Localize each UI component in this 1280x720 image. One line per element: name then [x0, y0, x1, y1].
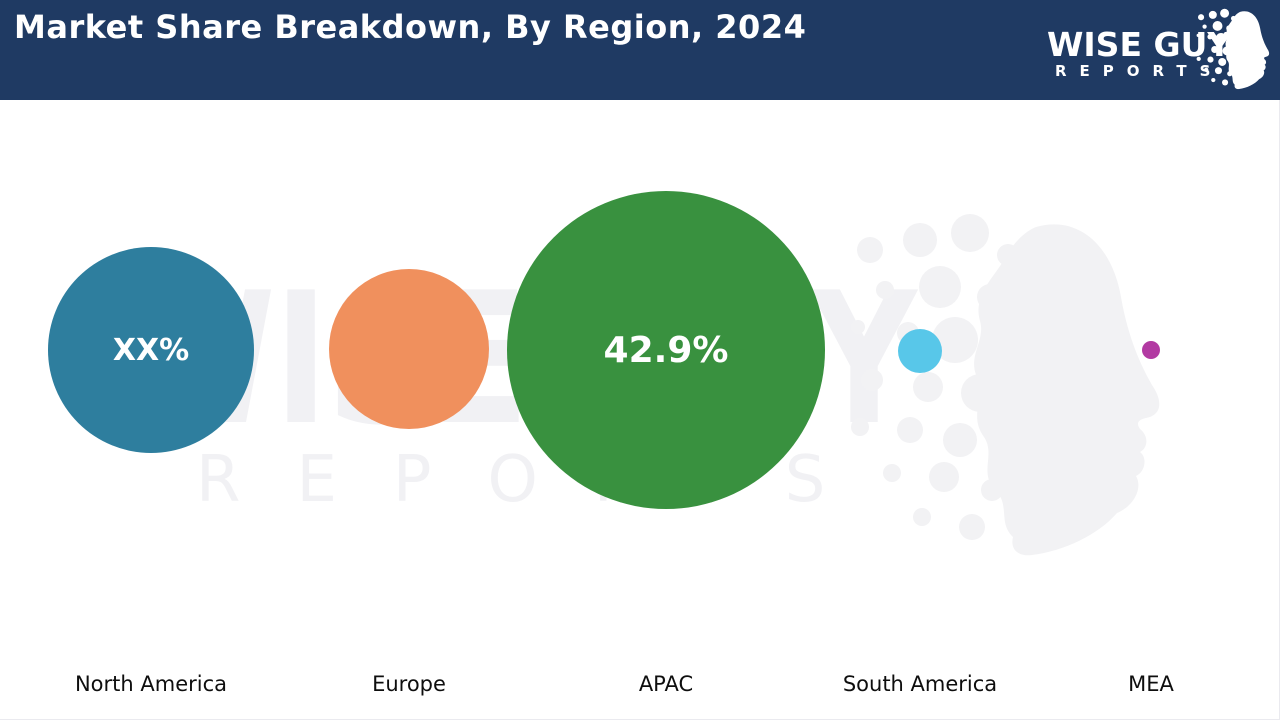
category-label-south-america: South America	[842, 672, 998, 696]
header-bar: Market Share Breakdown, By Region, 2024 …	[0, 0, 1280, 100]
bubble-south-america	[898, 329, 942, 373]
page-title: Market Share Breakdown, By Region, 2024	[14, 8, 807, 46]
brand-name: WISE GUY	[1047, 25, 1232, 64]
bubble-north-america: XX%	[48, 247, 254, 453]
chart-area: WISE GUY REPORTS XX%42.9% North AmericaE…	[0, 100, 1280, 720]
bubble-mea	[1142, 341, 1160, 359]
bubble-value-apac: 42.9%	[603, 329, 729, 371]
brand-head-icon	[1196, 8, 1270, 90]
category-label-mea: MEA	[1128, 672, 1174, 696]
bubble-europe	[329, 269, 489, 429]
watermark-head-icon	[851, 214, 1160, 556]
category-label-europe: Europe	[372, 672, 446, 696]
category-label-north-america: North America	[74, 672, 228, 696]
category-label-apac: APAC	[638, 672, 694, 696]
brand-tagline: REPORTS	[1055, 62, 1224, 80]
brand-logo: WISE GUY REPORTS	[1034, 4, 1274, 96]
bubble-value-north-america: XX%	[112, 332, 190, 368]
bubble-apac: 42.9%	[507, 191, 825, 509]
